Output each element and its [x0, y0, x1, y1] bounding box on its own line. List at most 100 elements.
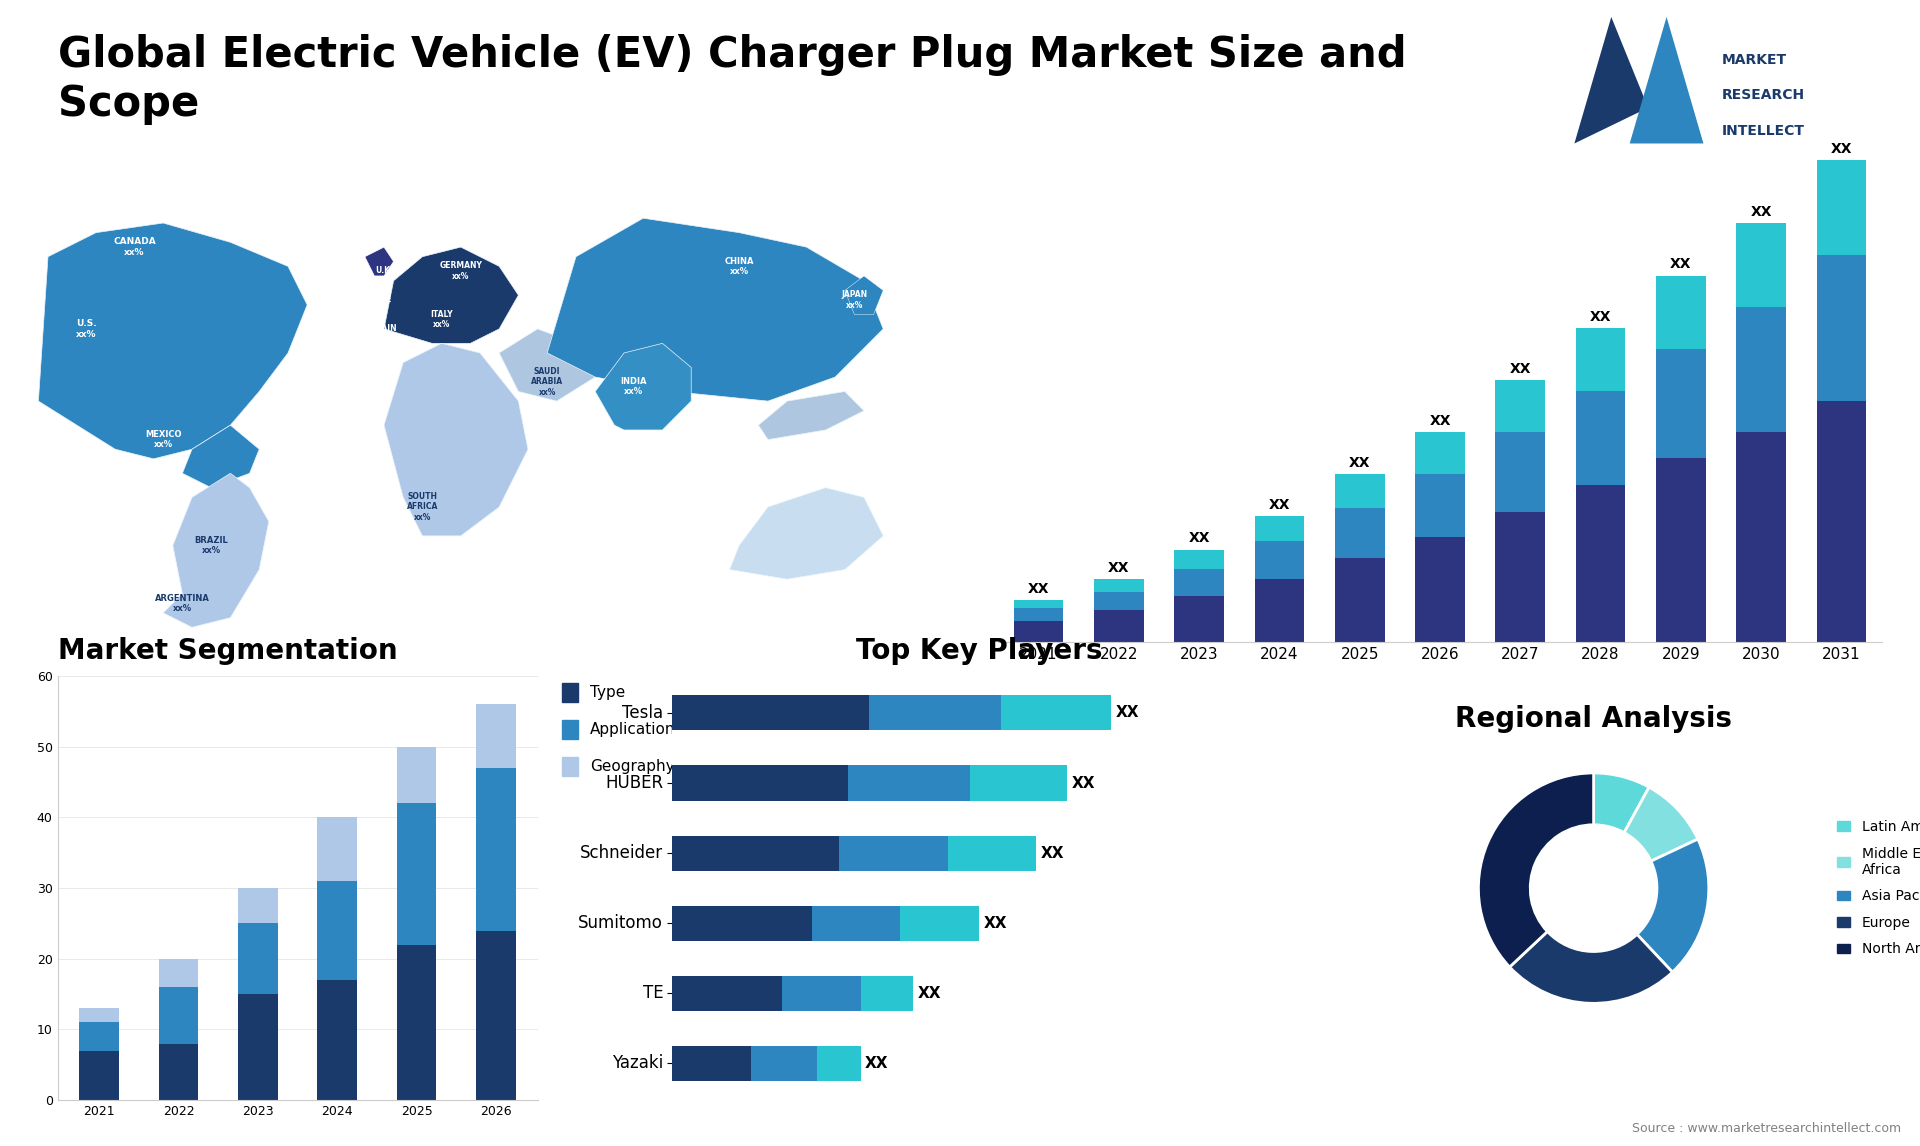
Wedge shape: [1478, 772, 1594, 967]
Bar: [1175, 568, 1225, 596]
Polygon shape: [38, 223, 307, 458]
Text: SAUDI
ARABIA
xx%: SAUDI ARABIA xx%: [532, 367, 563, 397]
Text: XX: XX: [983, 916, 1008, 931]
Text: XX: XX: [1188, 532, 1210, 545]
Bar: [159, 959, 198, 987]
Bar: [1014, 599, 1064, 609]
Text: XX: XX: [1116, 706, 1139, 721]
Bar: [672, 905, 812, 941]
Text: ITALY
xx%: ITALY xx%: [430, 309, 453, 329]
Title: Top Key Players: Top Key Players: [856, 637, 1102, 666]
Bar: [397, 747, 436, 803]
Bar: [1415, 537, 1465, 642]
Text: JAPAN
xx%: JAPAN xx%: [841, 290, 868, 309]
Text: XX: XX: [866, 1055, 889, 1070]
Bar: [672, 766, 847, 801]
Bar: [159, 987, 198, 1044]
Text: SPAIN
xx%: SPAIN xx%: [371, 324, 397, 344]
Text: XX: XX: [1071, 776, 1094, 791]
Bar: [1254, 516, 1304, 541]
Text: HUBER: HUBER: [605, 774, 662, 792]
Bar: [1655, 275, 1705, 348]
Polygon shape: [595, 344, 691, 430]
Text: Tesla: Tesla: [622, 704, 662, 722]
Bar: [1736, 307, 1786, 432]
Text: U.K.
xx%: U.K. xx%: [374, 266, 394, 285]
Polygon shape: [163, 473, 269, 627]
Bar: [1496, 512, 1546, 642]
Bar: [238, 924, 278, 994]
Bar: [672, 696, 870, 730]
Text: FRANCE
xx%: FRANCE xx%: [357, 296, 392, 314]
Bar: [1576, 485, 1626, 642]
Bar: [1736, 432, 1786, 642]
Text: XX: XX: [1428, 415, 1452, 429]
Bar: [79, 1051, 119, 1100]
Bar: [317, 881, 357, 980]
Title: Regional Analysis: Regional Analysis: [1455, 706, 1732, 733]
Bar: [816, 1046, 860, 1081]
Wedge shape: [1624, 787, 1697, 861]
Bar: [948, 835, 1037, 871]
Polygon shape: [384, 248, 518, 344]
Bar: [317, 980, 357, 1100]
Bar: [672, 835, 839, 871]
Legend: Type, Application, Geography: Type, Application, Geography: [555, 675, 684, 783]
Text: MARKET: MARKET: [1722, 53, 1788, 66]
Bar: [1655, 457, 1705, 642]
Text: Schneider: Schneider: [580, 845, 662, 862]
Bar: [900, 905, 979, 941]
Bar: [672, 1046, 751, 1081]
Wedge shape: [1594, 772, 1649, 833]
Bar: [860, 975, 914, 1011]
Bar: [1014, 609, 1064, 621]
Text: ARGENTINA
xx%: ARGENTINA xx%: [156, 594, 209, 613]
Text: XX: XX: [1509, 362, 1530, 376]
Text: XX: XX: [1350, 456, 1371, 470]
Text: U.S.
xx%: U.S. xx%: [77, 320, 96, 338]
Bar: [1254, 541, 1304, 579]
Bar: [1576, 391, 1626, 485]
Bar: [1334, 508, 1384, 558]
Wedge shape: [1638, 839, 1709, 972]
Bar: [970, 766, 1068, 801]
Text: TE: TE: [643, 984, 662, 1003]
Bar: [1655, 348, 1705, 457]
Bar: [1094, 591, 1144, 611]
Bar: [397, 803, 436, 944]
Legend: Latin America, Middle East &
Africa, Asia Pacific, Europe, North America: Latin America, Middle East & Africa, Asi…: [1832, 815, 1920, 961]
Polygon shape: [182, 425, 259, 488]
Text: XX: XX: [1269, 499, 1290, 512]
Text: XX: XX: [1590, 309, 1611, 323]
Bar: [1334, 474, 1384, 508]
Bar: [476, 768, 516, 931]
Text: Global Electric Vehicle (EV) Charger Plug Market Size and
Scope: Global Electric Vehicle (EV) Charger Plu…: [58, 34, 1405, 125]
Bar: [238, 888, 278, 924]
Bar: [317, 817, 357, 881]
Bar: [781, 975, 860, 1011]
Bar: [870, 696, 1000, 730]
Text: Sumitomo: Sumitomo: [578, 915, 662, 932]
Polygon shape: [845, 276, 883, 314]
Text: Market Segmentation: Market Segmentation: [58, 637, 397, 666]
Polygon shape: [730, 488, 883, 579]
Text: CHINA
xx%: CHINA xx%: [724, 257, 755, 276]
Text: RESEARCH: RESEARCH: [1722, 88, 1805, 102]
Bar: [672, 975, 781, 1011]
Bar: [476, 931, 516, 1100]
Text: MEXICO
xx%: MEXICO xx%: [144, 430, 182, 449]
Bar: [839, 835, 948, 871]
Polygon shape: [384, 344, 528, 536]
Polygon shape: [1630, 17, 1703, 143]
Text: XX: XX: [1041, 846, 1064, 861]
Bar: [1175, 550, 1225, 568]
Polygon shape: [547, 218, 883, 401]
Text: XX: XX: [918, 986, 941, 1000]
Text: XX: XX: [1751, 205, 1772, 219]
Text: INTELLECT: INTELLECT: [1722, 124, 1805, 139]
Text: GERMANY
xx%: GERMANY xx%: [440, 261, 482, 281]
Bar: [1094, 579, 1144, 591]
Text: CANADA
xx%: CANADA xx%: [113, 237, 156, 257]
Bar: [1576, 328, 1626, 391]
Text: INDIA
xx%: INDIA xx%: [620, 377, 647, 397]
